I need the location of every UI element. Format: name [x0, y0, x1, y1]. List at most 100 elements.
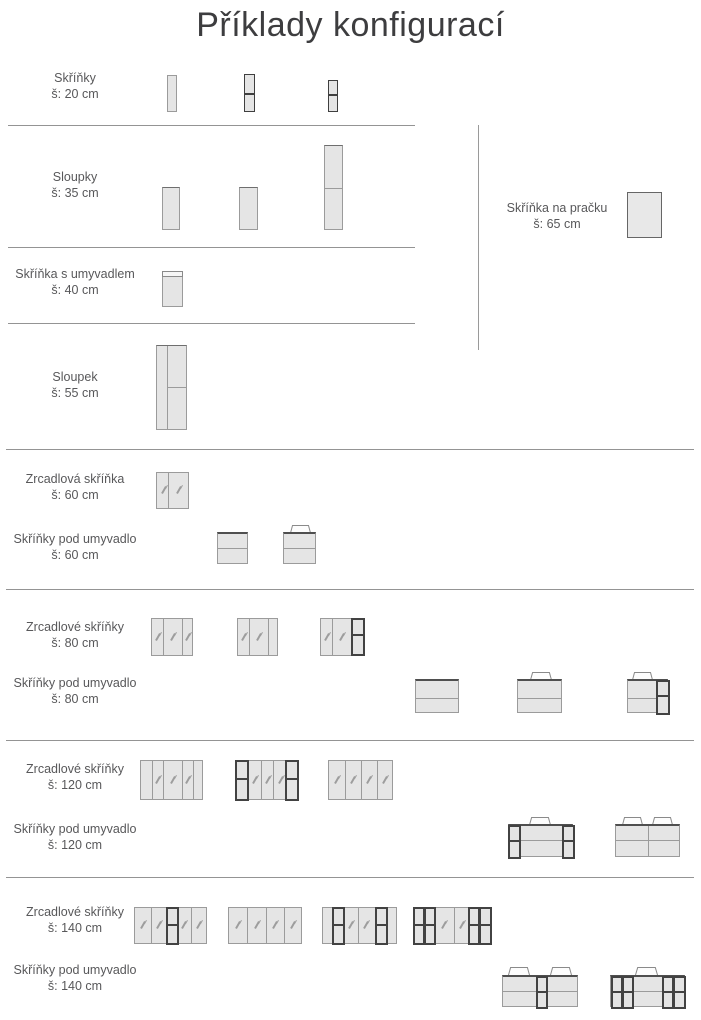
- washbasin-icon: [530, 672, 552, 680]
- mirror-cabinet-140-1: [134, 907, 207, 945]
- shelf-divider: [168, 387, 186, 388]
- mirror-cabinet-140-3: [322, 907, 397, 945]
- shelf-divider: [415, 924, 423, 926]
- door-divider: [377, 761, 378, 799]
- door-divider: [284, 908, 285, 943]
- door-divider: [151, 908, 152, 943]
- label-line: Zrcadlové skříňky: [26, 620, 124, 634]
- mirror-icon: [338, 632, 346, 642]
- mirror-icon: [154, 632, 162, 642]
- mirror-icon: [175, 485, 183, 495]
- drawer-divider: [284, 548, 315, 549]
- label-sloupky-35: Sloupky š: 35 cm: [0, 169, 150, 201]
- vanity-cabinet-80-2: [517, 679, 562, 713]
- label-line: š: 35 cm: [51, 186, 99, 200]
- label-umyvadlem-40: Skříňka s umyvadlem š: 40 cm: [0, 266, 150, 298]
- label-line: Zrcadlové skříňky: [26, 905, 124, 919]
- label-line: Skříňky: [54, 71, 96, 85]
- vanity-cabinet-60-2: [283, 532, 316, 564]
- mirror-icon: [349, 775, 357, 785]
- drawer-divider: [509, 840, 572, 841]
- door-divider: [358, 908, 359, 943]
- washbasin-icon: [529, 817, 551, 825]
- open-shelf: [166, 907, 179, 945]
- label-line: š: 80 cm: [51, 692, 99, 706]
- mirror-icon: [160, 485, 168, 495]
- vanity-cabinet-120-2: [615, 824, 680, 857]
- cabinet-35-2: [239, 187, 258, 230]
- drawer-divider: [611, 991, 684, 992]
- mirror-icon: [195, 920, 203, 930]
- washbasin-icon: [632, 672, 653, 680]
- mirror-icon: [184, 632, 192, 642]
- mirror-icon: [289, 920, 297, 930]
- washbasin-icon: [622, 817, 643, 825]
- shelf-divider: [470, 924, 478, 926]
- door-divider: [163, 619, 164, 655]
- column-divider: [478, 125, 479, 350]
- door-divider: [182, 619, 183, 655]
- cabinet-20-1: [167, 75, 177, 112]
- open-shelf: [562, 825, 575, 859]
- washbasin-icon: [290, 525, 311, 533]
- section-divider: [6, 589, 694, 590]
- shelf-divider: [675, 991, 684, 993]
- cabinet-35-3: [324, 145, 343, 230]
- washbasin-icon: [635, 967, 658, 975]
- door-divider: [152, 761, 153, 799]
- open-shelf: [656, 680, 670, 715]
- label-line: š: 140 cm: [47, 979, 103, 993]
- drawer-divider: [416, 698, 458, 699]
- shelf-divider: [325, 188, 342, 189]
- door-divider: [163, 761, 164, 799]
- mirror-cabinet-120-2: [235, 760, 299, 801]
- drawer-divider: [628, 698, 656, 699]
- shelf-divider: [353, 634, 363, 636]
- door-divider: [182, 761, 183, 799]
- label-line: š: 65 cm: [533, 217, 581, 231]
- label-pod-umyvadlo-140: Skříňky pod umyvadlo š: 140 cm: [0, 962, 150, 994]
- mirror-icon: [139, 920, 147, 930]
- door-divider: [454, 908, 455, 943]
- label-line: Zrcadlová skříňka: [25, 472, 125, 486]
- mirror-icon: [169, 775, 177, 785]
- label-line: š: 55 cm: [51, 386, 99, 400]
- label-line: š: 120 cm: [47, 778, 103, 792]
- mirror-icon: [169, 632, 177, 642]
- label-line: š: 140 cm: [47, 921, 103, 935]
- label-line: š: 60 cm: [51, 488, 99, 502]
- mirror-cabinet-140-2: [228, 907, 302, 944]
- shelf-divider: [538, 991, 546, 993]
- label-zrcadlove-120: Zrcadlové skříňky š: 120 cm: [0, 761, 150, 793]
- shelf-divider: [481, 924, 490, 926]
- cabinet-20-3: [328, 80, 338, 112]
- mirror-icon: [184, 775, 192, 785]
- label-line: Skříňka na pračku: [506, 201, 608, 215]
- door-divider: [168, 473, 169, 508]
- door-divider: [191, 908, 192, 943]
- label-line: š: 60 cm: [51, 548, 99, 562]
- door-divider: [332, 619, 333, 655]
- label-line: Skříňka s umyvadlem: [15, 267, 135, 281]
- open-shelf: [285, 760, 299, 801]
- shelf-divider: [624, 991, 632, 993]
- mirror-cabinet-80-2: [237, 618, 278, 656]
- section-divider: [8, 247, 415, 248]
- door-divider: [268, 619, 269, 655]
- open-shelf: [536, 976, 548, 1009]
- door-divider: [266, 908, 267, 943]
- door-divider: [247, 908, 248, 943]
- label-skrinky-20: Skříňky š: 20 cm: [0, 70, 150, 102]
- door-divider: [261, 761, 262, 799]
- label-line: Skříňky pod umyvadlo: [13, 532, 137, 546]
- label-zrcadlove-140: Zrcadlové skříňky š: 140 cm: [0, 904, 150, 936]
- cabinet-20-2: [244, 74, 255, 112]
- mirror-icon: [365, 775, 373, 785]
- label-zrcadlova-60: Zrcadlová skříňka š: 60 cm: [0, 471, 150, 503]
- cabinet-40-basin: [162, 271, 183, 307]
- door-divider: [249, 619, 250, 655]
- shelf-divider: [510, 840, 519, 842]
- door-divider: [361, 761, 362, 799]
- cabinet-35-1: [162, 187, 180, 230]
- open-shelf: [375, 907, 388, 945]
